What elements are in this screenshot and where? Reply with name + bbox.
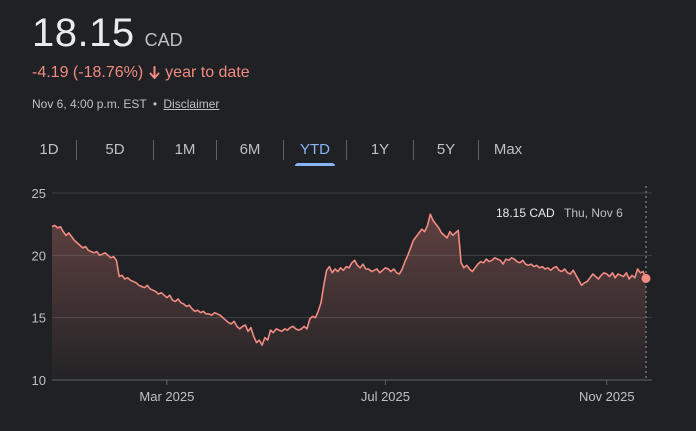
arrow-down-icon	[149, 66, 160, 79]
tab-ytd[interactable]: YTD	[284, 135, 346, 165]
quote-timestamp: Nov 6, 4:00 p.m. EST	[32, 97, 147, 111]
tab-5d[interactable]: 5D	[105, 141, 125, 158]
x-tick-label: Mar 2025	[139, 389, 194, 404]
tab-6m[interactable]: 6M	[239, 141, 261, 158]
price-line	[51, 213, 647, 346]
y-tick-label: 10	[32, 373, 46, 388]
tab-5y[interactable]: 5Y	[436, 141, 456, 158]
current-point-marker	[641, 273, 651, 283]
tab-1y[interactable]: 1Y	[370, 141, 390, 158]
change-value: -4.19 (-18.76%)	[32, 64, 144, 81]
tab-separator	[478, 140, 479, 160]
disclaimer-link[interactable]: Disclaimer	[163, 97, 220, 111]
current-price: 18.15	[32, 11, 135, 55]
price-header: 18.15 CAD	[32, 10, 183, 56]
tab-1m[interactable]: 1M	[174, 141, 196, 158]
change-period: year to date	[165, 64, 250, 81]
quote-meta: Nov 6, 4:00 p.m. EST • Disclaimer	[32, 97, 219, 111]
y-tick-label: 15	[32, 311, 46, 326]
y-tick-label: 20	[32, 248, 46, 263]
tab-max[interactable]: Max	[493, 141, 523, 158]
tab-separator	[413, 140, 414, 160]
x-tick-label: Jul 2025	[361, 389, 410, 404]
price-chart[interactable]: 10 15 20 25 Mar 2025 Jul 2025 Nov 2025	[0, 178, 696, 408]
chart-tooltip: 18.15 CAD Thu, Nov 6	[496, 206, 623, 220]
tab-1d[interactable]: 1D	[39, 141, 59, 158]
tab-separator	[346, 140, 347, 160]
tab-separator	[216, 140, 217, 160]
tooltip-date: Thu, Nov 6	[564, 206, 623, 220]
meta-separator: •	[152, 97, 158, 111]
tab-separator	[76, 140, 77, 160]
tooltip-price: 18.15 CAD	[496, 206, 555, 220]
y-tick-label: 25	[32, 186, 46, 201]
price-area	[52, 214, 646, 380]
x-tick-label: Nov 2025	[579, 389, 635, 404]
time-range-tabs: 1D 5D 1M 6M YTD 1Y 5Y Max	[22, 134, 537, 166]
price-change: -4.19 (-18.76%) year to date	[32, 64, 250, 82]
currency-label: CAD	[144, 30, 183, 50]
tab-separator	[153, 140, 154, 160]
